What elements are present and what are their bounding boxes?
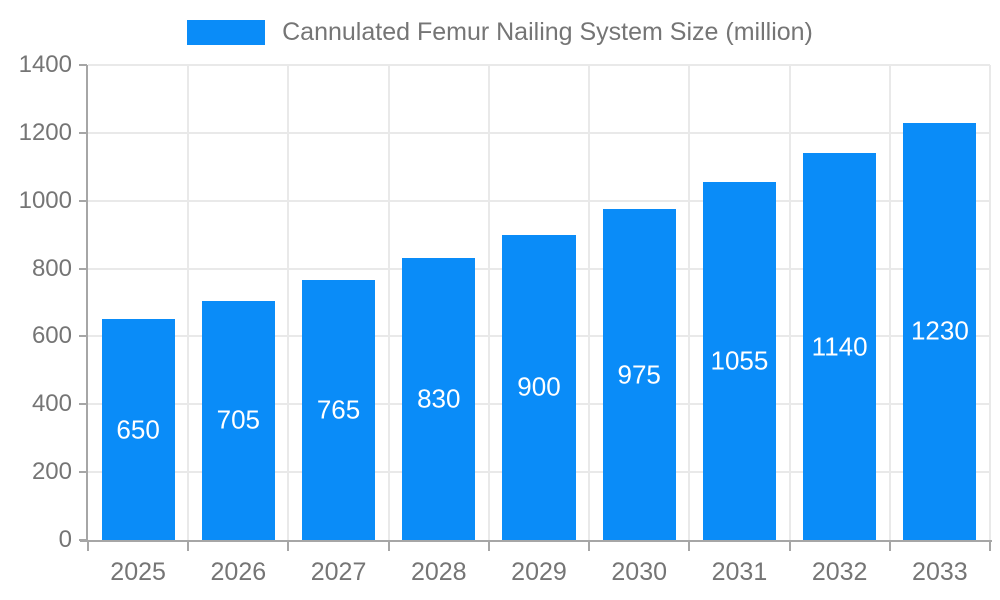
x-tick-mark: [989, 542, 991, 551]
y-tick-mark: [79, 199, 87, 202]
x-axis-line: [80, 540, 992, 542]
y-axis-tick-label: 600: [31, 322, 72, 350]
bar[interactable]: 1140: [803, 153, 877, 540]
y-tick-mark: [79, 539, 87, 541]
gridline-horizontal: [88, 131, 990, 134]
x-tick-mark: [287, 542, 290, 551]
gridline-horizontal: [88, 199, 990, 202]
bar[interactable]: 1230: [903, 122, 977, 540]
y-axis-tick-label: 1000: [18, 186, 72, 214]
x-axis-tick-label: 2026: [210, 558, 267, 586]
x-axis-labels: 2025 2026 2027 2028 2029 2030 2031 2032 2033: [88, 558, 990, 590]
y-axis-tick-label: 0: [58, 526, 72, 553]
x-axis-tick-label: 2033: [912, 558, 968, 586]
bar[interactable]: 900: [502, 234, 576, 540]
bar-value-label: 1140: [811, 331, 868, 362]
y-tick-mark: [79, 64, 87, 66]
y-axis-tick-label: 400: [31, 390, 72, 418]
bar[interactable]: 765: [301, 280, 376, 540]
x-tick-mark: [387, 542, 390, 551]
y-axis-line: [86, 65, 88, 542]
gridline-vertical: [487, 65, 490, 540]
bar-slot: 705: [188, 65, 288, 540]
bar-value-label: 830: [417, 383, 461, 414]
x-axis-tick-label: 2030: [611, 558, 668, 586]
bar-slot: 1140: [790, 65, 890, 540]
y-axis-tick-label: 800: [31, 254, 72, 282]
bar-value-label: 975: [617, 359, 661, 390]
gridline-vertical: [187, 65, 190, 540]
y-axis-tick-label: 1200: [18, 118, 72, 146]
plot-area: 650 705 765 830 900 975 1055 1140 1230: [88, 64, 991, 540]
bar-value-label: 900: [517, 371, 561, 402]
bar-slot: 975: [589, 65, 689, 540]
x-axis-tick-label: 2029: [511, 558, 567, 586]
y-axis-tick-label: 1400: [18, 51, 72, 78]
bar-value-label: 765: [316, 394, 361, 425]
gridline-vertical: [788, 65, 791, 540]
bar-value-label: 705: [216, 404, 261, 435]
legend-label: Cannulated Femur Nailing System Size (mi…: [282, 18, 813, 46]
bar-value-label: 1055: [710, 345, 769, 376]
x-axis-tick-label: 2028: [410, 558, 467, 586]
gridline-horizontal: [88, 64, 990, 66]
gridline-vertical: [688, 65, 691, 540]
bar-slot: 1055: [689, 65, 789, 540]
y-axis-tick-label: 200: [31, 458, 72, 486]
legend-item[interactable]: Cannulated Femur Nailing System Size (mi…: [187, 18, 813, 47]
y-tick-mark: [79, 267, 87, 270]
y-axis-ticks: [79, 64, 87, 541]
gridline-vertical: [588, 65, 591, 540]
x-tick-mark: [788, 542, 791, 551]
bar[interactable]: 1055: [702, 182, 776, 540]
bar[interactable]: 975: [602, 209, 676, 540]
gridline-vertical: [888, 65, 891, 540]
x-axis-tick-label: 2025: [110, 558, 166, 586]
gridline-vertical: [287, 65, 290, 540]
bar-slot: 650: [88, 65, 188, 540]
gridline-vertical: [989, 65, 991, 540]
bar[interactable]: 705: [201, 300, 275, 540]
x-tick-mark: [588, 542, 591, 551]
x-axis-tick-label: 2032: [811, 558, 868, 586]
y-tick-mark: [79, 335, 87, 338]
x-axis-ticks: [87, 542, 991, 551]
gridline-vertical: [387, 65, 390, 540]
y-axis-labels: 0 200 400 600 800 1000 1200 1400: [0, 51, 72, 553]
chart-legend: Cannulated Femur Nailing System Size (mi…: [0, 18, 1000, 47]
x-tick-mark: [487, 542, 490, 551]
y-tick-mark: [79, 403, 87, 406]
bar-slot: 765: [288, 65, 388, 540]
x-tick-mark: [87, 542, 89, 551]
x-tick-mark: [888, 542, 891, 551]
y-tick-mark: [79, 471, 87, 474]
bar[interactable]: 830: [402, 258, 476, 540]
bar-slot: 1230: [890, 65, 990, 540]
x-axis-tick-label: 2031: [711, 558, 768, 586]
legend-swatch-icon: [187, 20, 266, 45]
bar-value-label: 650: [116, 414, 160, 445]
bar-slot: 830: [389, 65, 489, 540]
bar-slot: 900: [489, 65, 589, 540]
y-tick-mark: [79, 131, 87, 134]
bar[interactable]: 650: [101, 319, 175, 540]
x-tick-mark: [187, 542, 190, 551]
x-tick-mark: [688, 542, 691, 551]
x-axis-tick-label: 2027: [310, 558, 367, 586]
bars-container: 650 705 765 830 900 975 1055 1140 1230: [88, 65, 990, 540]
bar-value-label: 1230: [910, 315, 969, 346]
